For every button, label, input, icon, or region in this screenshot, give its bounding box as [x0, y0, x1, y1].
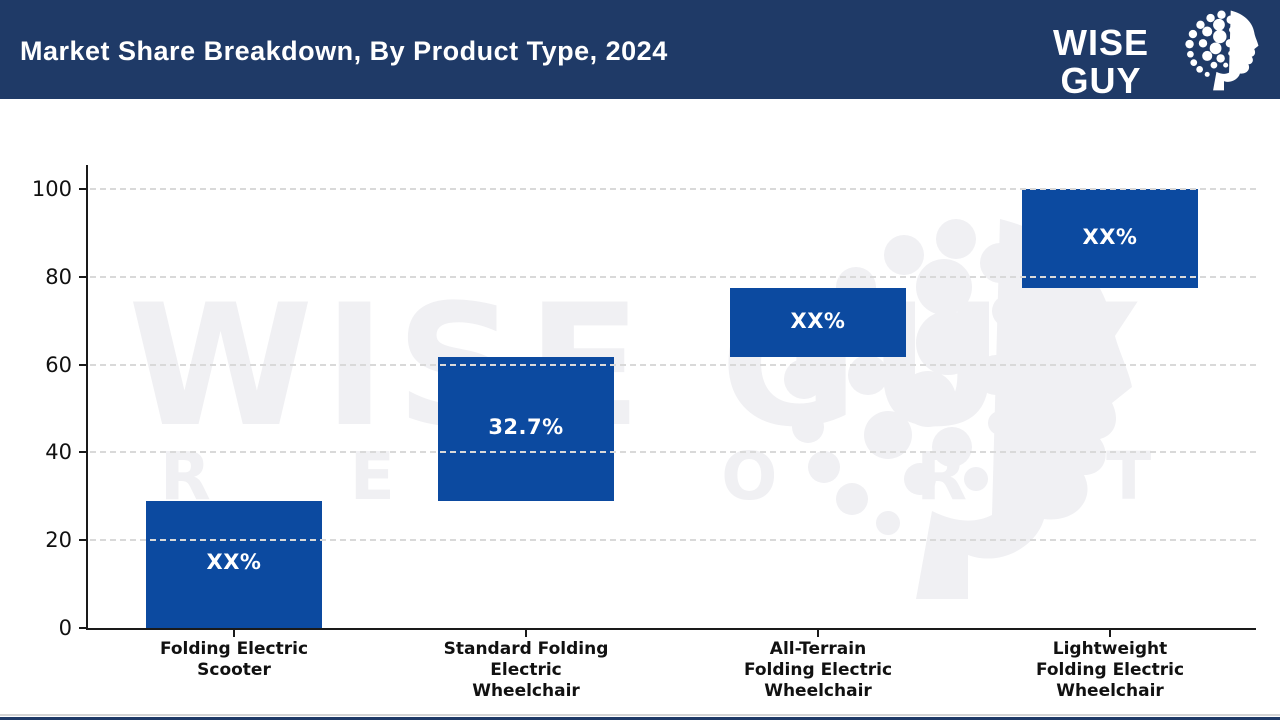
logo-face-icon: [1185, 10, 1259, 91]
x-category-label: Folding Electric Scooter: [88, 639, 380, 681]
x-category-label-line: Electric: [490, 660, 562, 680]
bar-value-label: XX%: [206, 550, 262, 575]
y-axis-tick: [79, 363, 88, 366]
bar-value-label: XX%: [790, 308, 846, 333]
x-category-label: Lightweight Folding Electric Wheelchair: [964, 639, 1256, 702]
x-category-label-line: Wheelchair: [764, 681, 872, 701]
logo-wordmark: WISE GUY: [1052, 22, 1149, 101]
y-tick-label: 80: [45, 264, 72, 289]
bar-value-label: 32.7%: [488, 414, 564, 439]
x-axis-tick: [817, 628, 819, 637]
x-category-label-line: Folding Electric: [743, 660, 893, 680]
x-category-label-line: Folding Electric: [159, 639, 309, 659]
gridline: [90, 363, 1256, 366]
logo-subtitle: REPORTS: [1041, 102, 1167, 117]
x-category-label-line: Standard Folding: [443, 639, 609, 659]
y-tick-label: 60: [45, 352, 72, 377]
y-axis-tick: [79, 188, 88, 190]
bar: [1022, 189, 1198, 289]
x-category-label-line: Scooter: [197, 660, 271, 680]
wiseguy-logo: WISE GUY REPORTS: [1016, 6, 1266, 117]
bar-value-label: XX%: [1082, 224, 1138, 249]
y-tick-label: 100: [31, 177, 72, 201]
y-axis-tick: [79, 627, 88, 629]
x-category-label: Standard Folding Electric Wheelchair: [380, 639, 672, 702]
y-axis: [86, 165, 88, 630]
logo-text: WISE GUY REPORTS: [1016, 22, 1186, 118]
bar: [730, 288, 906, 358]
footer-bar: [0, 717, 1280, 720]
y-tick-label: 40: [45, 440, 72, 465]
y-axis-tick: [79, 275, 88, 278]
gridline: [90, 188, 1256, 190]
x-category-label-line: Wheelchair: [472, 681, 580, 701]
gridline: [90, 451, 1256, 454]
x-axis: [86, 628, 1256, 630]
x-axis-tick: [1109, 628, 1111, 637]
footer-hairline: [0, 714, 1280, 716]
gridline: [90, 539, 1256, 542]
header: Market Share Breakdown, By Product Type,…: [0, 0, 1280, 117]
y-tick-label: 0: [58, 616, 72, 640]
y-tick-label: 20: [45, 528, 72, 553]
y-axis-tick: [79, 539, 88, 542]
x-category-label-line: All-Terrain: [769, 639, 867, 659]
x-axis-tick: [525, 628, 527, 637]
bar: [146, 500, 322, 628]
x-category-label: All-Terrain Folding Electric Wheelchair: [672, 639, 964, 702]
y-axis-tick: [79, 451, 88, 454]
x-category-label-line: Folding Electric: [1035, 660, 1185, 680]
gridline: [90, 275, 1256, 278]
x-category-label-line: Lightweight: [1052, 639, 1168, 659]
x-category-label-line: Wheelchair: [1056, 681, 1164, 701]
bar: [438, 357, 614, 501]
x-axis-tick: [233, 628, 235, 637]
page-title: Market Share Breakdown, By Product Type,…: [20, 36, 668, 66]
